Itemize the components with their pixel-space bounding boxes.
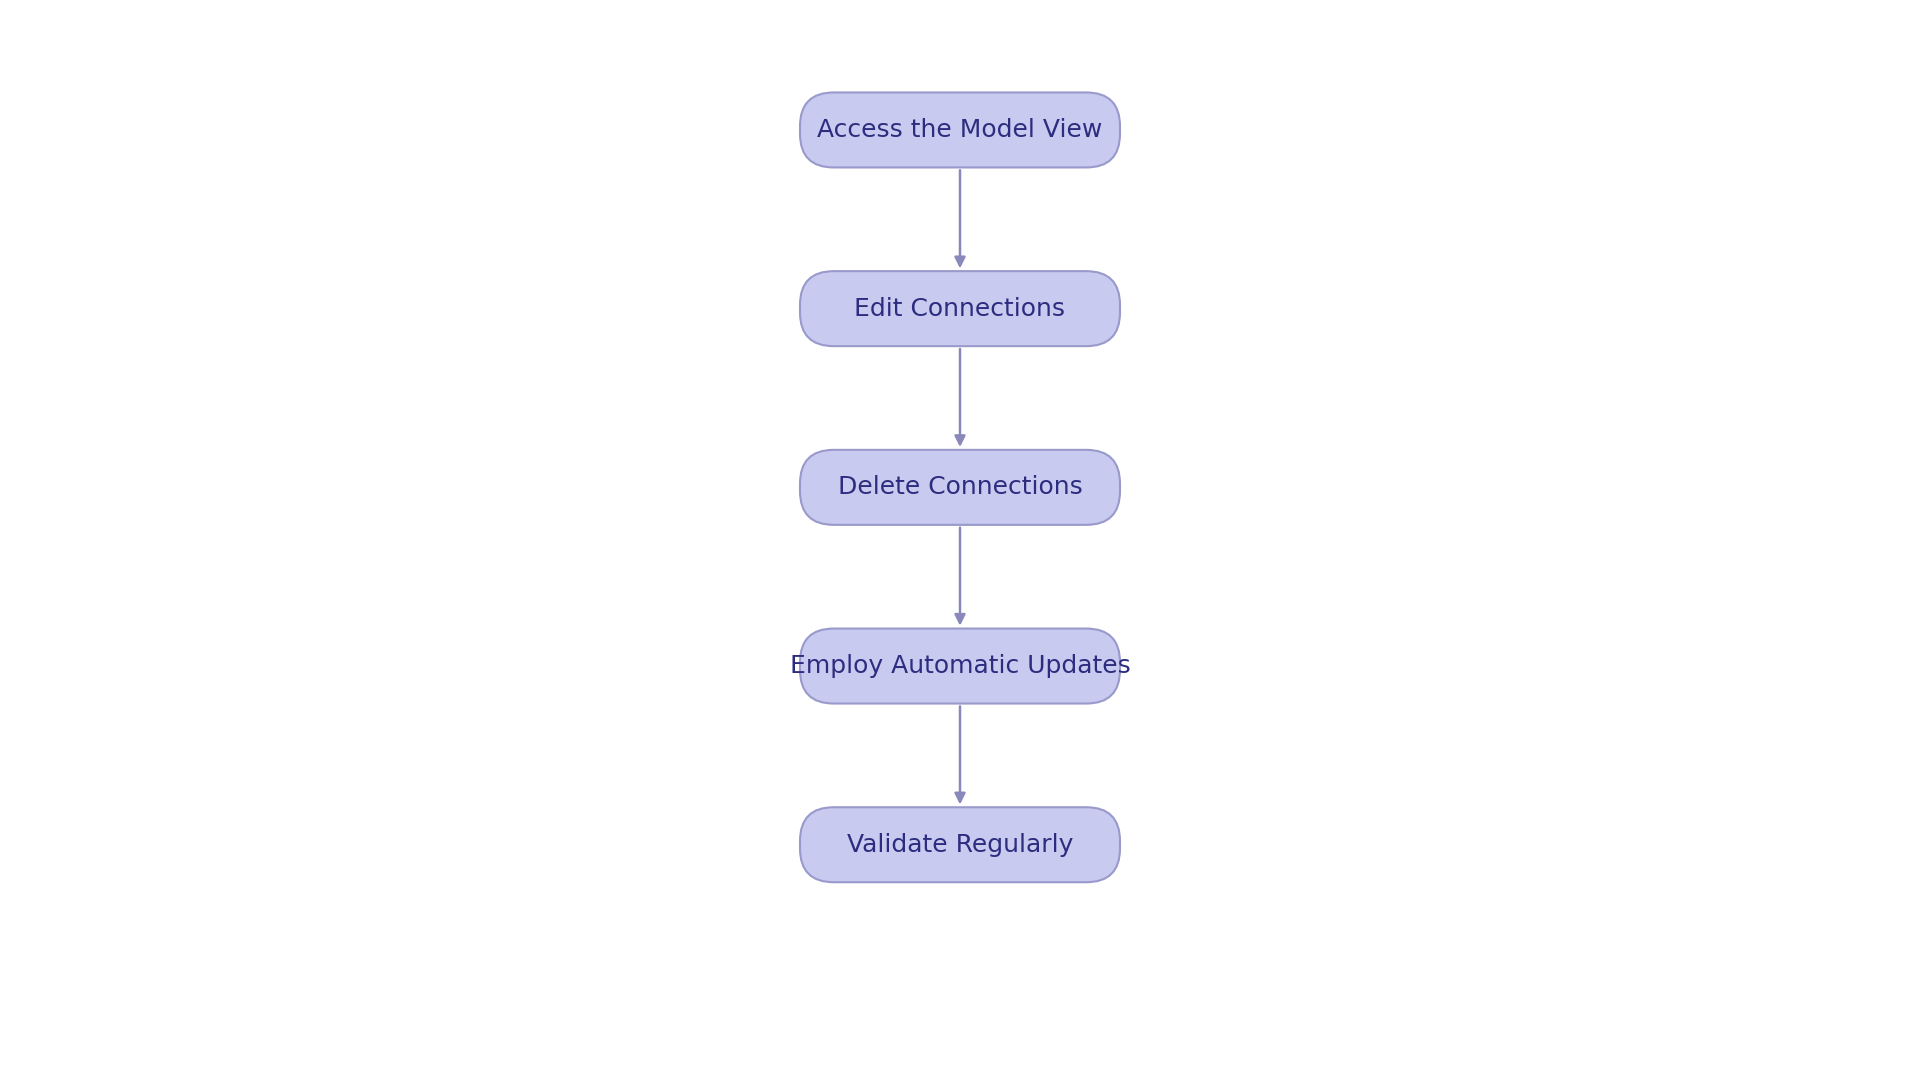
FancyBboxPatch shape xyxy=(801,449,1119,525)
Text: Edit Connections: Edit Connections xyxy=(854,297,1066,321)
Text: Access the Model View: Access the Model View xyxy=(818,118,1102,142)
Text: Validate Regularly: Validate Regularly xyxy=(847,833,1073,857)
FancyBboxPatch shape xyxy=(801,807,1119,883)
Text: Employ Automatic Updates: Employ Automatic Updates xyxy=(789,654,1131,678)
FancyBboxPatch shape xyxy=(801,628,1119,704)
FancyBboxPatch shape xyxy=(801,271,1119,347)
Text: Delete Connections: Delete Connections xyxy=(837,475,1083,499)
FancyBboxPatch shape xyxy=(801,92,1119,168)
